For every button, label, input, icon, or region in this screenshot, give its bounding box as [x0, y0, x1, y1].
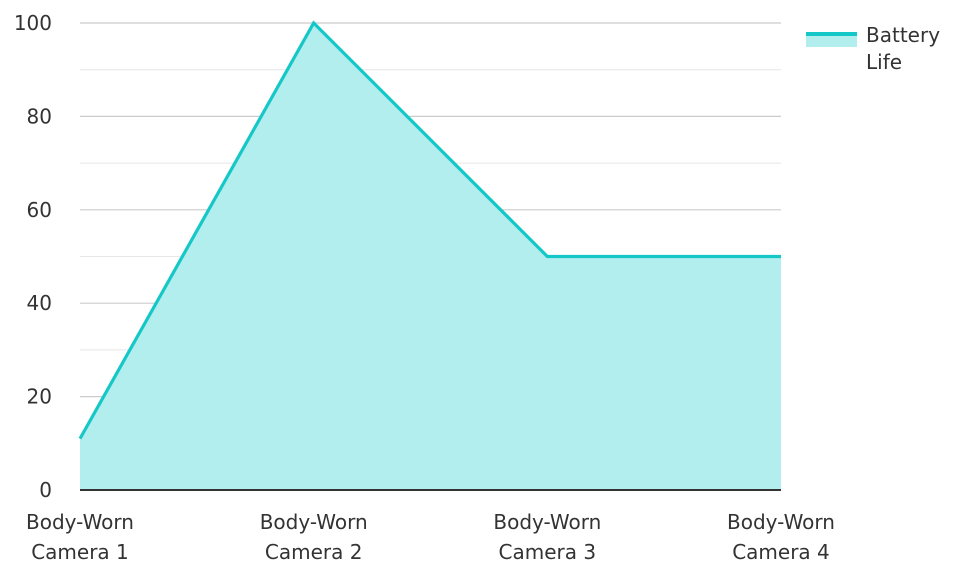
x-tick-label-line: Camera 1 [31, 540, 129, 562]
x-tick-label: Body-Worn Camera 4 [727, 510, 835, 562]
x-tick-label-line: Camera 2 [265, 540, 363, 562]
legend-swatch-battery-life [806, 33, 857, 47]
y-tick-label: 20 [27, 385, 52, 409]
x-tick-label-line: Body-Worn [727, 510, 835, 534]
legend: Battery Life [806, 23, 946, 74]
x-tick-label-line: Camera 3 [499, 540, 597, 562]
x-tick-label-line: Body-Worn [26, 510, 134, 534]
x-tick-label-line: Body-Worn [493, 510, 601, 534]
legend-label-line-2: Life [866, 50, 902, 74]
y-tick-label: 80 [27, 104, 52, 128]
series-line-battery-life [78, 20, 781, 440]
x-tick-label: Body-Worn Camera 1 [26, 510, 134, 562]
x-tick-label-line: Body-Worn [260, 510, 368, 534]
y-axis-tick-labels: 0 20 40 60 80 100 [14, 11, 52, 502]
series-area-battery-life [80, 23, 781, 490]
x-tick-label: Body-Worn Camera 2 [260, 510, 368, 562]
legend-label-battery-life: Battery Life [866, 23, 946, 74]
y-tick-label: 40 [27, 291, 52, 315]
data-points-layer [79, 22, 782, 439]
x-tick-label: Body-Worn Camera 3 [493, 510, 601, 562]
x-tick-label-line: Camera 4 [732, 540, 830, 562]
series-area-layer [78, 20, 781, 490]
y-tick-label: 60 [27, 198, 52, 222]
y-tick-label: 100 [14, 11, 52, 35]
y-tick-label: 0 [39, 478, 52, 502]
legend-label-line-1: Battery [866, 23, 940, 47]
